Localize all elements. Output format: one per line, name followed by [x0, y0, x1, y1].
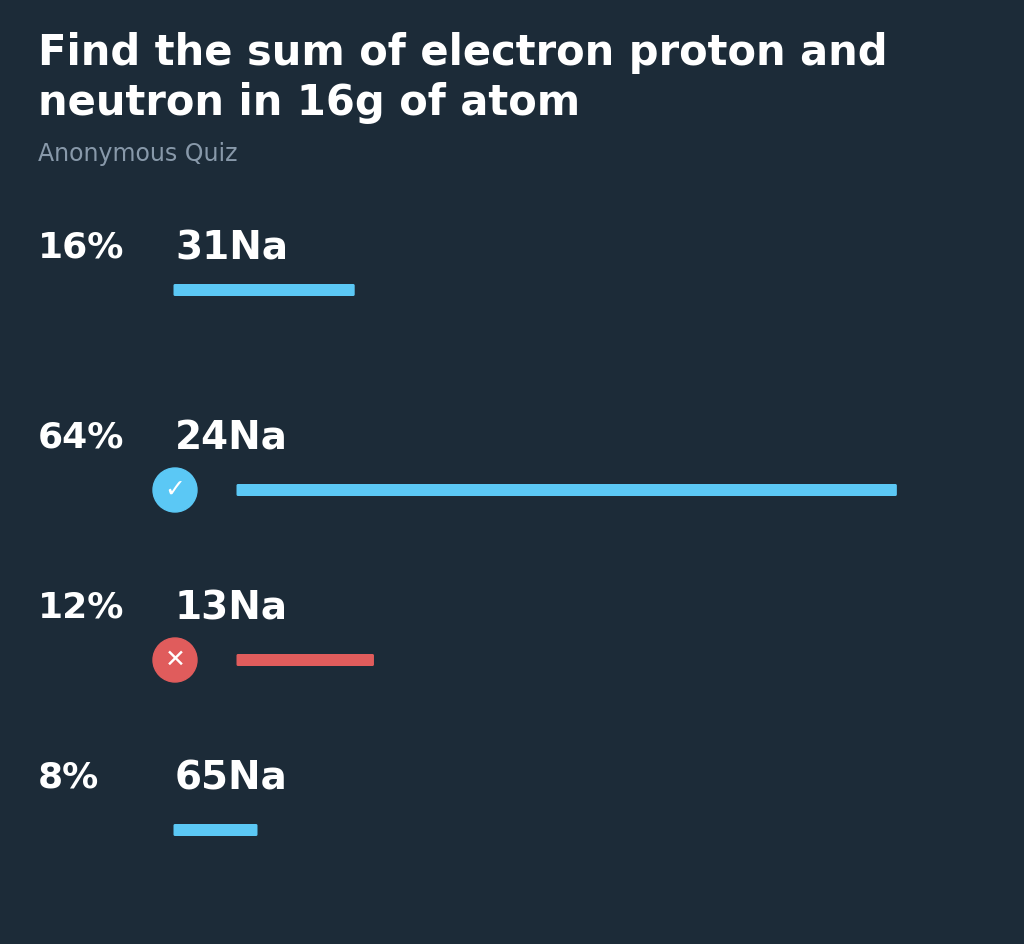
Text: 24Na: 24Na: [175, 420, 288, 458]
Text: 64%: 64%: [38, 420, 124, 454]
Text: ✕: ✕: [165, 648, 185, 672]
Text: 13Na: 13Na: [175, 590, 288, 628]
FancyBboxPatch shape: [237, 654, 374, 666]
Circle shape: [153, 638, 197, 682]
Text: 12%: 12%: [38, 590, 124, 624]
Text: 65Na: 65Na: [175, 760, 288, 798]
FancyBboxPatch shape: [237, 484, 897, 496]
Text: ✓: ✓: [165, 478, 185, 502]
Text: 31Na: 31Na: [175, 230, 288, 268]
FancyBboxPatch shape: [173, 824, 257, 836]
Text: neutron in 16g of atom: neutron in 16g of atom: [38, 82, 581, 124]
Text: 8%: 8%: [38, 760, 99, 794]
Text: Anonymous Quiz: Anonymous Quiz: [38, 142, 238, 166]
Text: 16%: 16%: [38, 230, 124, 264]
Text: Find the sum of electron proton and: Find the sum of electron proton and: [38, 32, 888, 74]
Circle shape: [153, 468, 197, 512]
FancyBboxPatch shape: [173, 284, 354, 296]
